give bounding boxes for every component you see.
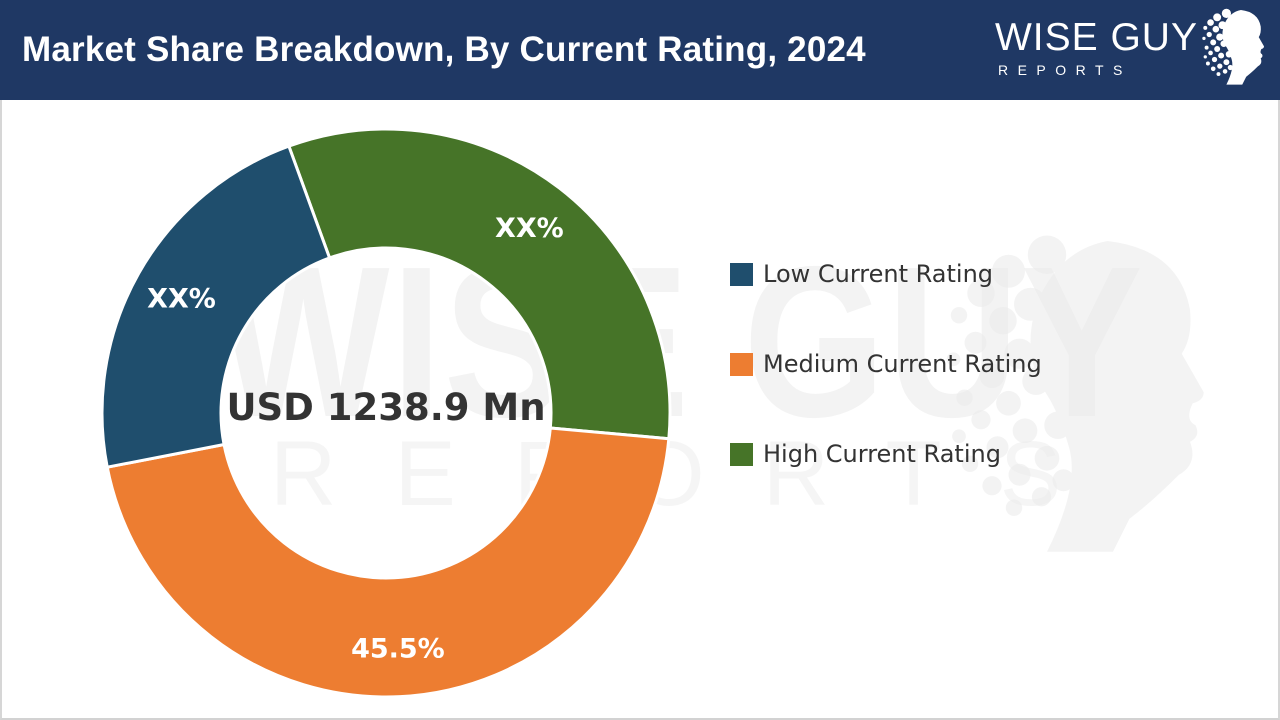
segment-data-label: XX% [495, 213, 564, 244]
legend-swatch-high [730, 442, 753, 466]
legend-item-low: Low Current Rating [730, 262, 1042, 286]
wise-guy-reports-logo: WISE GUY REPORTS [995, 8, 1266, 86]
donut-segment-medium-current-rating [105, 426, 671, 699]
legend-label-low: Low Current Rating [763, 260, 994, 288]
logo-name: WISE GUY [994, 15, 1198, 59]
legend-label-high: High Current Rating [763, 440, 1001, 468]
donut-center-value: USD 1238.9 Mn [226, 386, 545, 429]
logo-subtitle: REPORTS [997, 61, 1132, 78]
wise-guy-face-icon [1202, 8, 1265, 85]
legend-swatch-medium [730, 352, 753, 376]
page-title: Market Share Breakdown, By Current Ratin… [22, 30, 866, 69]
segment-data-label: XX% [147, 283, 216, 314]
legend-label-medium: Medium Current Rating [763, 350, 1042, 378]
donut-segment-low-current-rating [100, 144, 332, 469]
segment-data-label: 45.5% [351, 634, 445, 665]
legend-item-high: High Current Rating [730, 442, 1042, 466]
legend-swatch-low [730, 262, 753, 286]
chart-area: WISE GUY REPORTS XX%45.5%XX%USD 1238.9 M… [0, 100, 1280, 720]
header-bar: Market Share Breakdown, By Current Ratin… [0, 0, 1280, 100]
legend-item-medium: Medium Current Rating [730, 352, 1042, 376]
logo-text: WISE GUY REPORTS [994, 15, 1198, 78]
chart-legend: Low Current Rating Medium Current Rating… [730, 262, 1042, 532]
donut-segment-high-current-rating [287, 127, 672, 441]
donut-chart: XX% 45.5% XX% USD 1238.9 Mn [100, 127, 672, 699]
